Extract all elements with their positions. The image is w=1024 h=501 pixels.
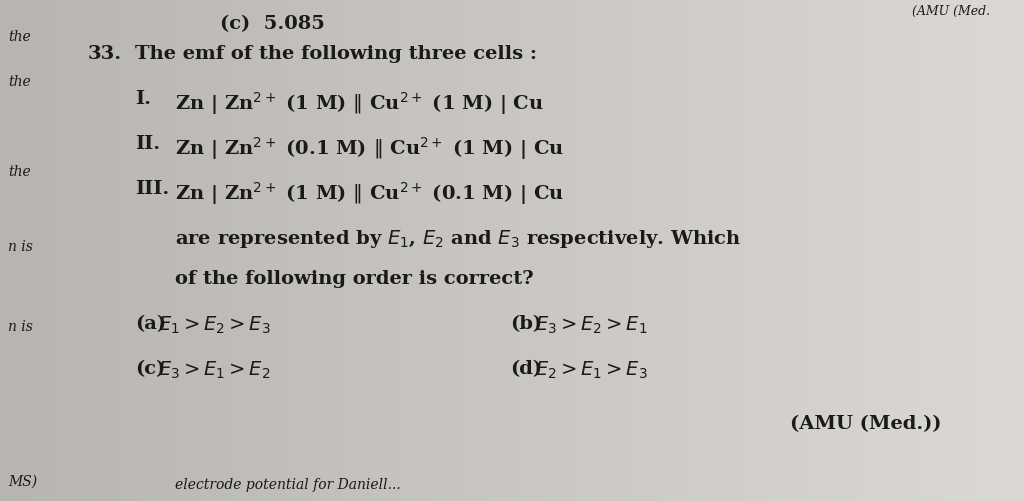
Text: (AMU (Med.: (AMU (Med. — [912, 5, 990, 18]
Text: $E_3 > E_2 > E_1$: $E_3 > E_2 > E_1$ — [535, 314, 648, 336]
Text: Zn | Zn$^{2+}$ (1 M) $\|$ Cu$^{2+}$ (1 M) | Cu: Zn | Zn$^{2+}$ (1 M) $\|$ Cu$^{2+}$ (1 M… — [175, 90, 544, 117]
Text: of the following order is correct?: of the following order is correct? — [175, 270, 534, 288]
Text: n is: n is — [8, 239, 33, 254]
Text: electrode potential for Daniell...: electrode potential for Daniell... — [175, 477, 400, 491]
Text: (c): (c) — [135, 359, 165, 377]
Text: n is: n is — [8, 319, 33, 333]
Text: I.: I. — [135, 90, 151, 108]
Text: are represented by $E_1$, $E_2$ and $E_3$ respectively. Which: are represented by $E_1$, $E_2$ and $E_3… — [175, 227, 741, 249]
Text: The emf of the following three cells :: The emf of the following three cells : — [135, 45, 537, 63]
Text: $E_3 > E_1 > E_2$: $E_3 > E_1 > E_2$ — [158, 359, 270, 381]
Text: (AMU (Med.)): (AMU (Med.)) — [790, 414, 941, 432]
Text: (c)  5.085: (c) 5.085 — [220, 15, 325, 33]
Text: (b): (b) — [510, 314, 542, 332]
Text: (a): (a) — [135, 314, 166, 332]
Text: the: the — [8, 30, 31, 44]
Text: Zn | Zn$^{2+}$ (0.1 M) $\|$ Cu$^{2+}$ (1 M) | Cu: Zn | Zn$^{2+}$ (0.1 M) $\|$ Cu$^{2+}$ (1… — [175, 135, 564, 162]
Text: $E_2 > E_1 > E_3$: $E_2 > E_1 > E_3$ — [535, 359, 648, 381]
Text: $E_1 > E_2 > E_3$: $E_1 > E_2 > E_3$ — [158, 314, 271, 336]
Text: III.: III. — [135, 180, 169, 197]
Text: MS): MS) — [8, 474, 37, 488]
Text: the: the — [8, 75, 31, 89]
Text: the: the — [8, 165, 31, 179]
Text: Zn | Zn$^{2+}$ (1 M) $\|$ Cu$^{2+}$ (0.1 M) | Cu: Zn | Zn$^{2+}$ (1 M) $\|$ Cu$^{2+}$ (0.1… — [175, 180, 564, 206]
Text: 33.: 33. — [88, 45, 122, 63]
Text: II.: II. — [135, 135, 160, 153]
Text: (d): (d) — [510, 359, 542, 377]
